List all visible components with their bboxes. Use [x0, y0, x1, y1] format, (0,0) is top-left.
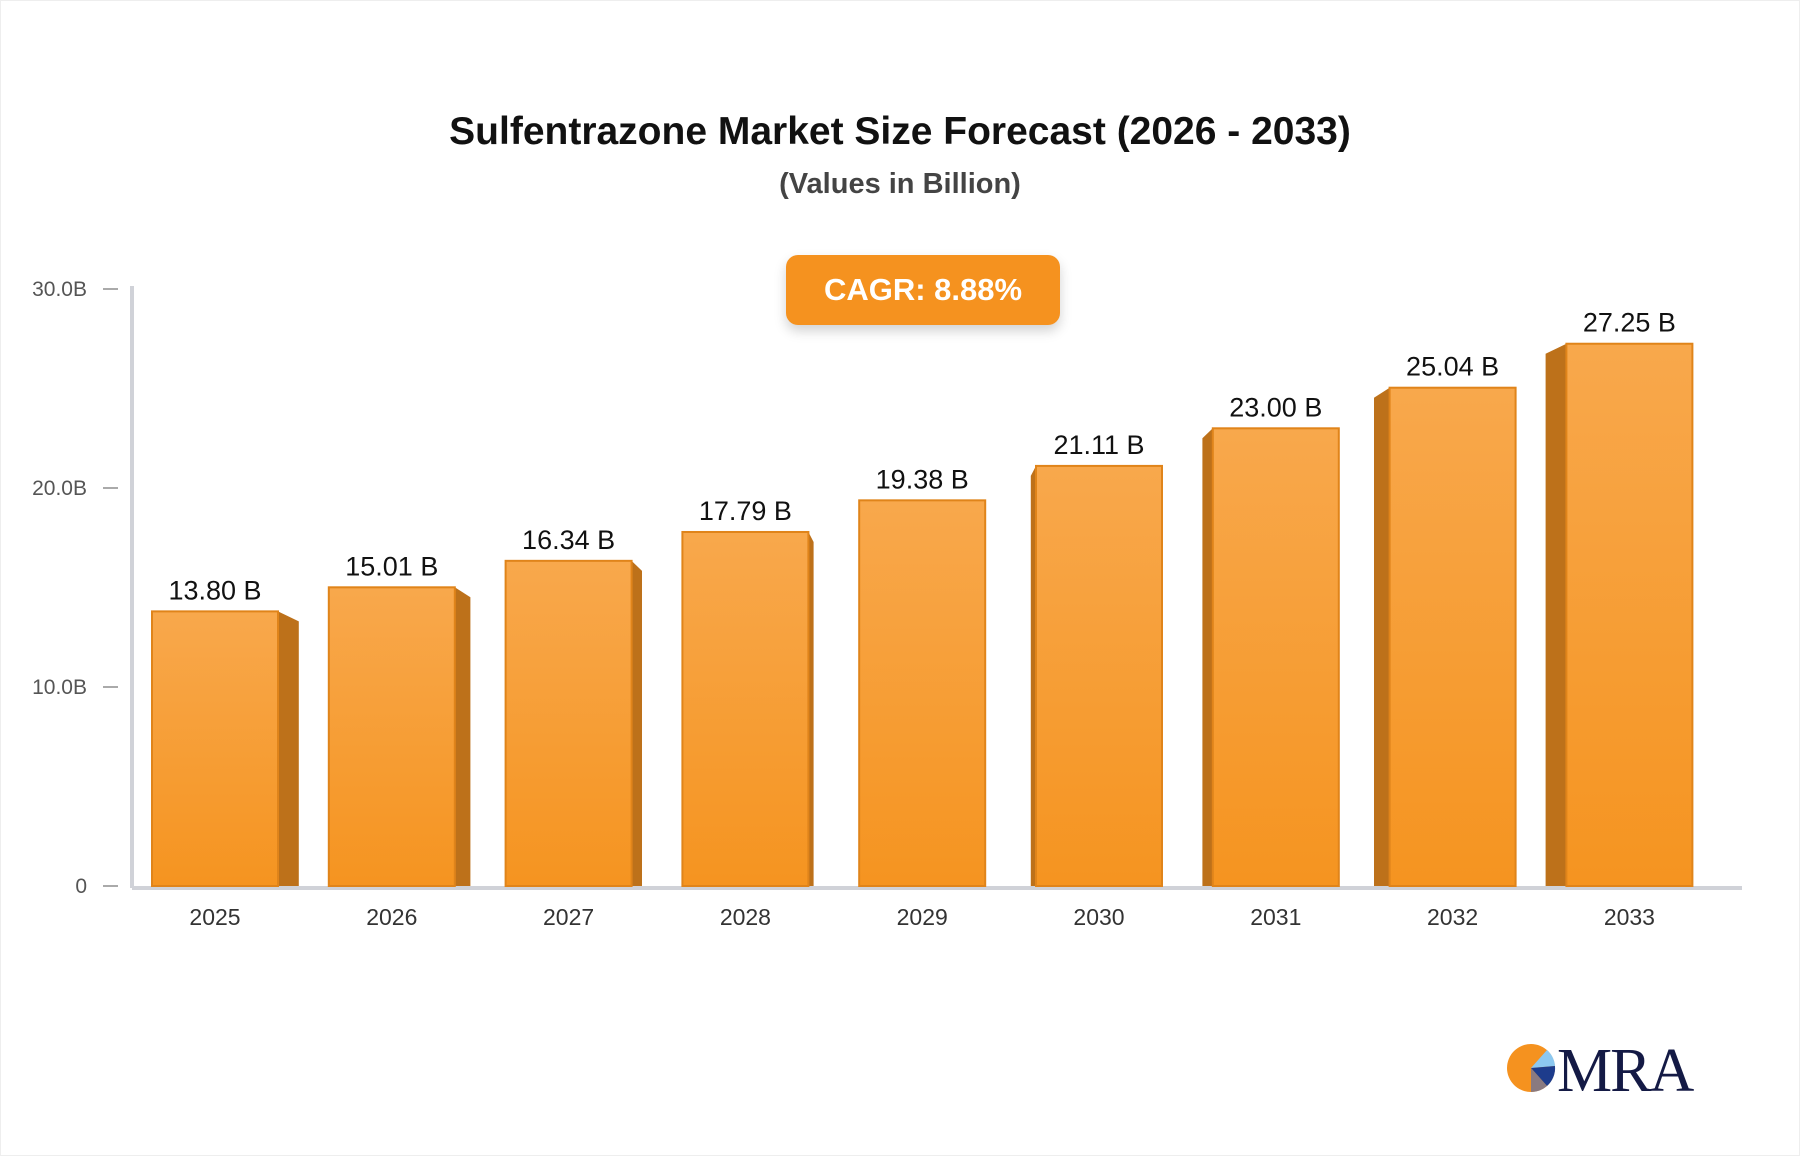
bar-side	[1030, 465, 1036, 886]
data-label: 25.04 B	[1406, 352, 1499, 382]
chart-title: Sulfentrazone Market Size Forecast (2026…	[449, 110, 1351, 153]
bar-2030	[1035, 464, 1163, 887]
bar-side	[1202, 428, 1213, 886]
bar-2027	[504, 559, 633, 887]
bar-2026	[327, 586, 456, 888]
y-tick-label: 0	[75, 875, 87, 898]
x-tick-label: 2028	[720, 904, 771, 930]
data-label: 19.38 B	[876, 464, 969, 494]
bar-side	[454, 587, 471, 886]
x-tick-label: 2025	[189, 904, 240, 930]
x-tick-label: 2033	[1604, 904, 1655, 930]
bar-side	[631, 560, 642, 886]
y-tick-label: 20.0B	[32, 477, 87, 500]
x-tick-label: 2031	[1250, 904, 1301, 930]
bar-2031	[1211, 427, 1340, 887]
data-label: 13.80 B	[168, 575, 261, 605]
x-tick-label: 2032	[1427, 904, 1478, 930]
bar-side	[1545, 343, 1567, 887]
y-tick-label: 10.0B	[32, 676, 87, 699]
mra-logo: MRA	[1505, 1037, 1705, 1105]
data-label: 27.25 B	[1583, 308, 1676, 338]
data-label: 15.01 B	[345, 551, 438, 581]
bar-2025	[151, 610, 279, 887]
x-tick-label: 2026	[366, 904, 417, 930]
bar-side	[278, 611, 299, 886]
y-tick-label: 30.0B	[32, 278, 87, 301]
data-label: 23.00 B	[1229, 392, 1322, 422]
data-label: 16.34 B	[522, 525, 615, 555]
x-tick-label: 2030	[1073, 904, 1124, 930]
data-label: 17.79 B	[699, 496, 792, 526]
bar-2029	[858, 499, 987, 887]
data-label: 21.11 B	[1053, 430, 1144, 460]
pie-logo-icon	[1507, 1044, 1556, 1093]
bar-side	[1374, 387, 1390, 886]
chart-subtitle: (Values in Billion)	[779, 168, 1021, 200]
bar-side	[808, 531, 814, 886]
x-tick-label: 2029	[897, 904, 948, 930]
bar-2028	[681, 530, 810, 887]
bar-2032	[1388, 386, 1517, 887]
bar-2033	[1565, 342, 1694, 888]
x-tick-label: 2027	[543, 904, 594, 930]
logo-text: MRA	[1557, 1037, 1694, 1105]
cagr-badge: CAGR: 8.88%	[786, 255, 1060, 325]
